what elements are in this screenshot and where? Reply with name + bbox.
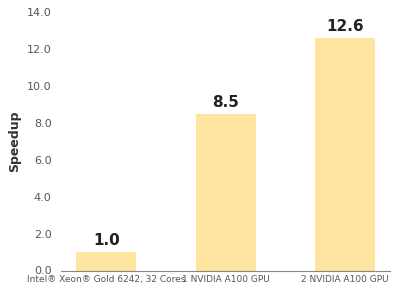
Bar <box>316 38 375 270</box>
Text: 1.0: 1.0 <box>93 233 120 248</box>
Bar <box>76 252 136 270</box>
Y-axis label: Speedup: Speedup <box>8 111 21 172</box>
Bar <box>196 114 256 270</box>
Text: 12.6: 12.6 <box>326 20 364 34</box>
Text: 8.5: 8.5 <box>212 95 239 110</box>
